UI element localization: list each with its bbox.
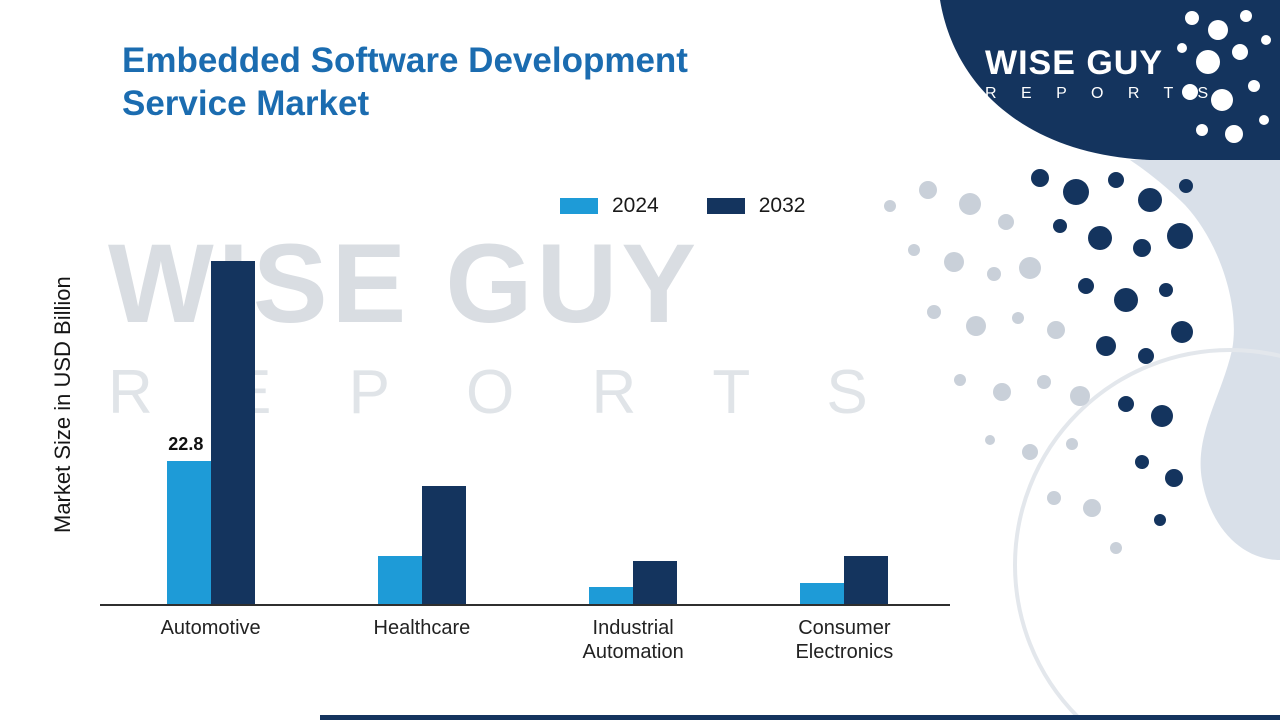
bar-2032-healthcare bbox=[421, 486, 466, 605]
bar-group-healthcare: Healthcare bbox=[374, 486, 470, 639]
category-label-healthcare: Healthcare bbox=[373, 617, 471, 639]
x-axis-line bbox=[100, 604, 950, 606]
bottom-accent-bar bbox=[320, 715, 1280, 720]
legend-item-2032: 2032 bbox=[706, 194, 806, 218]
bar-value-label: 22.8 bbox=[168, 434, 204, 454]
bar-group-industrial-automation: Industrial Automation bbox=[583, 561, 684, 663]
bar-2032-industrial-automation bbox=[633, 561, 678, 605]
faint-circle-decoration bbox=[1013, 348, 1280, 720]
page-title: Embedded Software Development Service Ma… bbox=[122, 41, 688, 123]
bar-2024-automotive: 22.8 bbox=[166, 434, 211, 605]
logo-subtext: R E P O R T S bbox=[985, 85, 1219, 102]
navy-corner-shape bbox=[940, 0, 1280, 160]
category-label-consumer-electronics: Consumer Electronics bbox=[795, 617, 894, 663]
category-label-industrial-automation: Industrial Automation bbox=[582, 617, 684, 663]
legend-swatch-2024 bbox=[560, 198, 598, 214]
bar-2032-automotive bbox=[210, 261, 255, 605]
y-axis-label: Market Size in USD Billion bbox=[50, 276, 75, 534]
logo-head-dots bbox=[1177, 10, 1271, 143]
navy-dots bbox=[1031, 169, 1193, 526]
legend-swatch-2032 bbox=[706, 198, 745, 214]
legend-label-2024: 2024 bbox=[612, 194, 659, 217]
bar-group-automotive: 22.8 Automotive bbox=[161, 261, 261, 639]
logo: WISE GUY R E P O R T S bbox=[985, 46, 1218, 102]
logo-wordmark: WISE GUY bbox=[985, 44, 1164, 82]
face-profile-shape bbox=[1130, 160, 1280, 560]
legend-label-2032: 2032 bbox=[758, 194, 806, 217]
head-dots-decoration bbox=[884, 0, 1280, 720]
bar-2024-consumer-electronics bbox=[800, 583, 845, 605]
bar-2024-industrial-automation bbox=[589, 587, 634, 605]
gray-dots bbox=[884, 181, 1122, 554]
bar-group-consumer-electronics: Consumer Electronics bbox=[795, 556, 893, 663]
chart-legend: 2024 2032 bbox=[560, 194, 805, 218]
plot-area: 22.8 Automotive Healthcare Industrial Autom… bbox=[105, 225, 950, 663]
bar-2024-healthcare bbox=[377, 556, 422, 605]
bar-2032-consumer-electronics bbox=[844, 556, 889, 605]
legend-item-2024: 2024 bbox=[560, 194, 659, 218]
category-label-automotive: Automotive bbox=[160, 617, 261, 639]
